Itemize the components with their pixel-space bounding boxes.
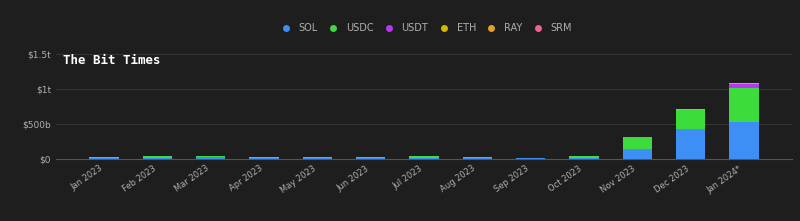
Bar xyxy=(356,158,386,159)
Bar xyxy=(730,122,758,159)
Bar xyxy=(462,157,492,158)
Bar xyxy=(302,157,332,158)
Bar xyxy=(90,157,118,158)
Bar xyxy=(142,156,172,158)
Bar xyxy=(410,158,438,159)
Text: The Bit Times: The Bit Times xyxy=(63,54,161,67)
Bar xyxy=(570,156,598,158)
Bar xyxy=(302,158,332,159)
Bar xyxy=(196,157,226,159)
Bar xyxy=(730,88,758,122)
Bar xyxy=(142,158,172,159)
Legend: SOL, USDC, USDT, ETH, RAY, SRM: SOL, USDC, USDT, ETH, RAY, SRM xyxy=(276,23,572,33)
Bar xyxy=(250,158,278,159)
Bar xyxy=(570,158,598,159)
Bar xyxy=(622,149,652,159)
Bar xyxy=(676,129,706,159)
Bar xyxy=(516,158,546,159)
Bar xyxy=(462,158,492,159)
Bar xyxy=(90,158,118,159)
Bar xyxy=(356,157,386,158)
Bar xyxy=(250,157,278,158)
Bar xyxy=(622,137,652,149)
Bar xyxy=(676,110,706,129)
Bar xyxy=(196,156,226,157)
Bar xyxy=(676,109,706,110)
Bar xyxy=(730,83,758,84)
Bar xyxy=(730,84,758,88)
Bar xyxy=(410,156,438,158)
